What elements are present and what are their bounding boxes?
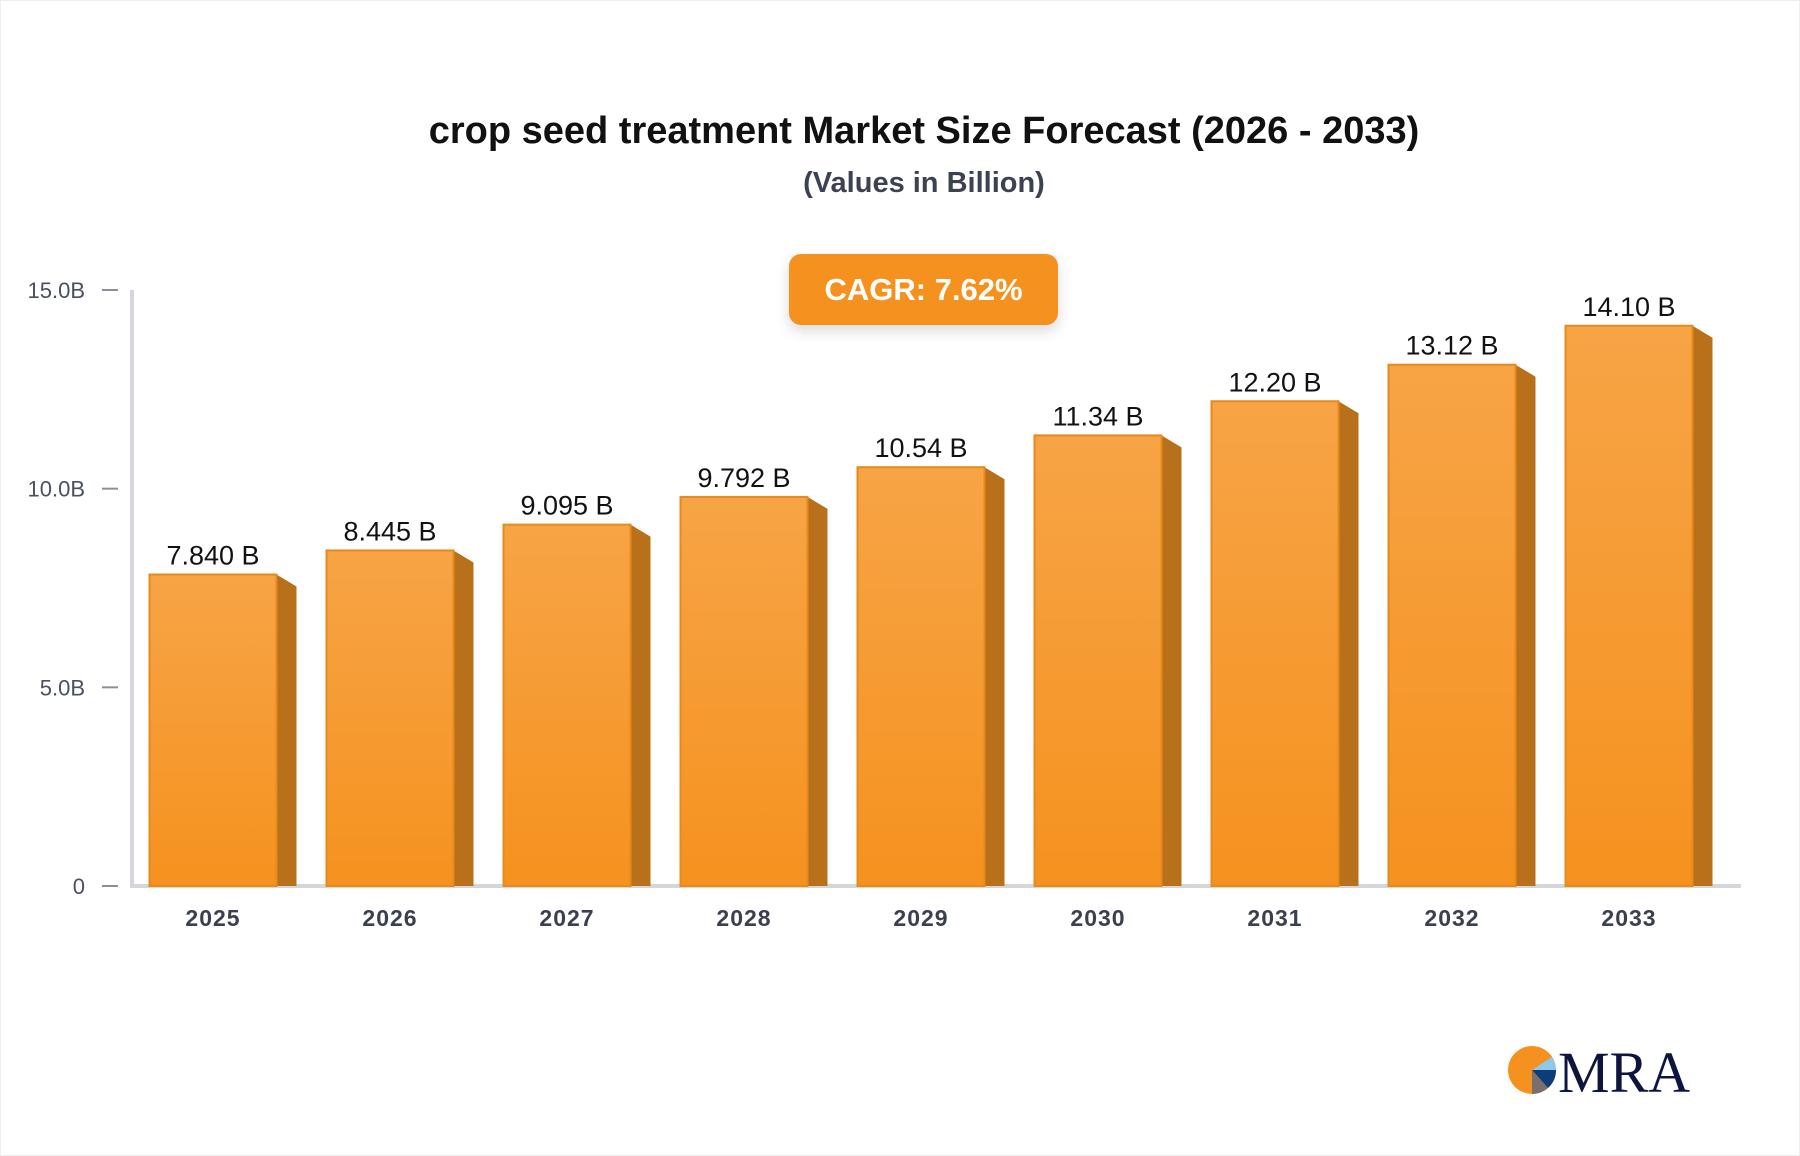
bar-2031: 12.20 B 2031: [1210, 367, 1359, 931]
x-tick-label: 2027: [539, 905, 594, 931]
bar-side: [1515, 364, 1536, 886]
data-label: 9.792 B: [697, 463, 790, 493]
x-tick-label: 2026: [362, 905, 417, 931]
bar-2032: 13.12 B 2032: [1387, 331, 1536, 931]
bar: [148, 573, 278, 887]
bar-2033: 14.10 B 2033: [1564, 292, 1713, 931]
data-label: 14.10 B: [1582, 292, 1675, 322]
bar: [1033, 434, 1163, 887]
data-label: 7.840 B: [166, 540, 259, 570]
bar-side: [453, 550, 474, 886]
bar-side: [807, 496, 828, 886]
x-tick-label: 2025: [185, 905, 240, 931]
y-tick-label: 10.0B: [28, 477, 86, 502]
x-tick-label: 2031: [1247, 905, 1302, 931]
bar-side: [984, 467, 1005, 886]
mra-logo: MRA: [1508, 1040, 1690, 1100]
data-label: 12.20 B: [1228, 367, 1321, 397]
bar-side: [630, 524, 651, 886]
bar-side: [1338, 401, 1359, 886]
data-label: 10.54 B: [874, 433, 967, 463]
bar-2029: 10.54 B 2029: [856, 433, 1005, 931]
bar-2028: 9.792 B 2028: [679, 463, 828, 931]
x-tick-label: 2033: [1601, 905, 1656, 931]
bar: [502, 523, 632, 887]
logo-text: MRA: [1558, 1040, 1690, 1100]
data-label: 13.12 B: [1405, 331, 1498, 361]
bar-side: [1692, 325, 1713, 886]
cagr-badge: CAGR: 7.62%: [789, 254, 1058, 325]
bar: [325, 549, 455, 888]
bar-2026: 8.445 B 2026: [325, 516, 474, 931]
bar-side: [276, 574, 297, 886]
x-tick-label: 2029: [893, 905, 948, 931]
bar-2030: 11.34 B 2030: [1033, 401, 1182, 931]
bar: [679, 495, 809, 887]
chart-title: crop seed treatment Market Size Forecast…: [428, 110, 1420, 152]
x-tick-label: 2028: [716, 905, 771, 931]
y-tick-label: 5.0B: [40, 675, 85, 700]
data-label: 8.445 B: [343, 516, 436, 546]
bar-side: [1161, 435, 1182, 886]
bar-2027: 9.095 B 2027: [502, 491, 651, 931]
bar-2025: 7.840 B 2025: [148, 540, 297, 931]
x-tick-label: 2032: [1424, 905, 1479, 931]
bar: [1564, 324, 1694, 887]
chart-subtitle: (Values in Billion): [803, 167, 1045, 199]
bar: [856, 466, 986, 887]
y-tick-label: 15.0B: [28, 278, 86, 303]
x-tick-label: 2030: [1070, 905, 1125, 931]
data-label: 9.095 B: [520, 491, 613, 521]
bar: [1387, 363, 1517, 887]
y-tick-label: 0: [73, 874, 85, 899]
data-label: 11.34 B: [1052, 401, 1143, 431]
bar: [1210, 400, 1340, 887]
